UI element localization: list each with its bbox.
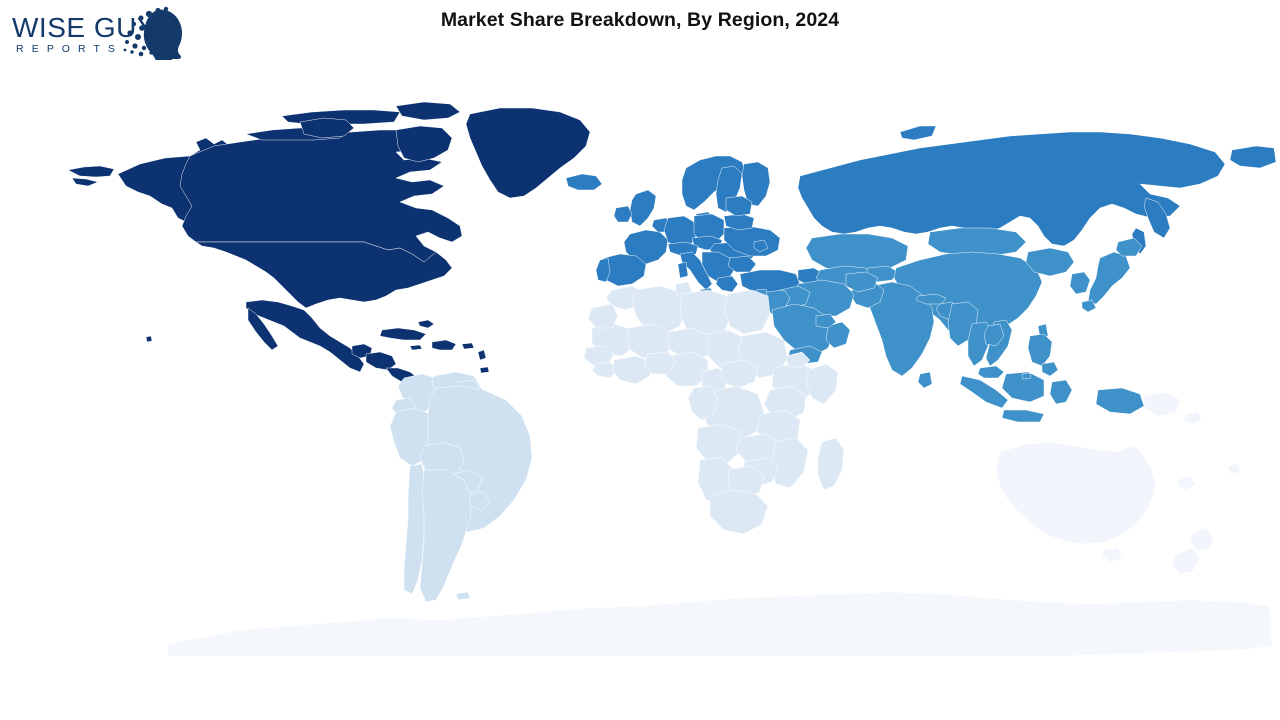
marker-dot-pacific[interactable] xyxy=(146,336,152,342)
country-sri-lanka[interactable] xyxy=(918,372,932,388)
country-kenya-uganda[interactable] xyxy=(764,386,806,420)
country-canada-ellesmere[interactable] xyxy=(396,102,460,120)
country-philippines[interactable] xyxy=(1028,334,1052,366)
country-philippines-mindanao[interactable] xyxy=(1042,362,1058,376)
country-puerto-rico[interactable] xyxy=(462,343,474,349)
country-egypt[interactable] xyxy=(724,290,770,334)
country-solomon-islands[interactable] xyxy=(1184,412,1202,424)
region-africa[interactable] xyxy=(584,282,844,534)
country-sierra-leone-liberia[interactable] xyxy=(592,362,618,378)
country-russia-novaya-zemlya[interactable] xyxy=(900,126,936,140)
country-mexico[interactable] xyxy=(246,300,364,372)
logo-tagline-text: R E P O R T S xyxy=(16,43,118,55)
country-brunei[interactable] xyxy=(1022,373,1031,379)
country-uae-qatar-kuwait[interactable] xyxy=(816,314,836,328)
country-malaysia[interactable] xyxy=(978,366,1004,378)
country-russia[interactable] xyxy=(798,132,1225,246)
country-uruguay[interactable] xyxy=(470,492,490,510)
country-japan-kyushu[interactable] xyxy=(1082,300,1096,312)
country-western-sahara[interactable] xyxy=(588,304,618,328)
logo-wordmark: WISE GUY R E P O R T S xyxy=(12,12,156,55)
country-new-zealand-south[interactable] xyxy=(1172,548,1200,574)
country-cuba[interactable] xyxy=(380,328,426,340)
country-united-kingdom[interactable] xyxy=(630,190,656,226)
country-india[interactable] xyxy=(868,282,934,376)
country-japan-hokkaido[interactable] xyxy=(1116,238,1142,256)
country-iceland[interactable] xyxy=(566,174,602,190)
country-honduras-nicaragua[interactable] xyxy=(366,352,396,370)
country-lesser-antilles[interactable] xyxy=(478,350,486,360)
country-trinidad[interactable] xyxy=(480,367,489,373)
country-papua-new-guinea[interactable] xyxy=(1144,392,1180,416)
country-sardinia-corsica[interactable] xyxy=(678,262,688,278)
country-indonesia-sulawesi[interactable] xyxy=(1050,380,1072,404)
region-oceania[interactable] xyxy=(996,392,1240,574)
country-botswana[interactable] xyxy=(728,466,764,498)
country-gabon-congo[interactable] xyxy=(688,386,718,420)
country-antarctica[interactable] xyxy=(168,592,1272,656)
country-moldova[interactable] xyxy=(754,240,768,252)
country-russia-kamchatka[interactable] xyxy=(1144,198,1170,238)
country-argentina[interactable] xyxy=(420,470,472,602)
country-finland[interactable] xyxy=(742,162,770,206)
country-algeria[interactable] xyxy=(632,286,686,334)
country-angola[interactable] xyxy=(696,424,740,464)
country-hispaniola[interactable] xyxy=(432,340,456,350)
country-madagascar[interactable] xyxy=(818,438,844,490)
country-aleutian-islands-west[interactable] xyxy=(72,178,98,186)
country-poland[interactable] xyxy=(694,214,724,242)
country-baltic-states[interactable] xyxy=(726,196,752,216)
country-indonesia-sumatra[interactable] xyxy=(960,376,1008,408)
country-united-states[interactable] xyxy=(196,242,452,308)
country-oman[interactable] xyxy=(826,322,850,348)
region-asia-pacific[interactable] xyxy=(756,228,1144,422)
wise-guy-reports-logo: WISE GUY R E P O R T S xyxy=(8,4,198,60)
country-mongolia[interactable] xyxy=(928,228,1026,256)
country-korea[interactable] xyxy=(1070,272,1090,294)
country-mozambique[interactable] xyxy=(770,438,808,488)
country-mexico-baja[interactable] xyxy=(248,308,278,350)
country-aleutian-islands[interactable] xyxy=(68,166,114,177)
country-new-caledonia[interactable] xyxy=(1178,476,1196,490)
country-jamaica[interactable] xyxy=(410,345,422,350)
region-south-america[interactable] xyxy=(390,372,532,602)
country-tasmania[interactable] xyxy=(1102,548,1122,562)
country-greenland[interactable] xyxy=(466,108,590,198)
country-australia[interactable] xyxy=(996,442,1156,544)
country-niger[interactable] xyxy=(668,328,712,360)
country-central-african-republic[interactable] xyxy=(722,360,758,388)
country-ireland[interactable] xyxy=(614,206,632,222)
region-europe[interactable] xyxy=(566,126,1276,296)
country-indonesia-java[interactable] xyxy=(1002,410,1044,422)
region-north-america[interactable] xyxy=(68,102,590,402)
country-new-zealand-north[interactable] xyxy=(1190,528,1214,550)
country-somalia[interactable] xyxy=(806,364,838,404)
country-kazakhstan[interactable] xyxy=(806,234,908,272)
country-burkina-benin-togo[interactable] xyxy=(644,352,676,374)
country-indonesia-borneo[interactable] xyxy=(1002,372,1044,402)
country-russia-chukotka[interactable] xyxy=(1230,146,1276,168)
country-south-africa[interactable] xyxy=(710,490,768,534)
country-cambodia-laos[interactable] xyxy=(984,324,1004,346)
page-title: Market Share Breakdown, By Region, 2024 xyxy=(440,9,840,31)
country-france[interactable] xyxy=(624,230,668,264)
region-antarctica[interactable] xyxy=(168,592,1272,656)
country-japan[interactable] xyxy=(1088,252,1130,304)
country-eritrea-djibouti[interactable] xyxy=(786,352,810,368)
country-ivory-coast-ghana[interactable] xyxy=(612,356,652,384)
head-network-icon xyxy=(123,6,183,60)
country-indonesia-papua[interactable] xyxy=(1096,388,1144,414)
country-bahamas[interactable] xyxy=(418,320,434,328)
map-container xyxy=(0,46,1280,720)
country-canada-victoria-island[interactable] xyxy=(300,118,354,138)
country-canada-baffin-island[interactable] xyxy=(396,126,452,162)
country-fiji[interactable] xyxy=(1228,464,1240,474)
country-portugal[interactable] xyxy=(596,258,610,282)
country-falklands[interactable] xyxy=(456,592,470,600)
logo-wordmark-text: WISE GUY xyxy=(12,12,156,43)
world-choropleth-map[interactable] xyxy=(0,46,1280,720)
country-greece[interactable] xyxy=(716,276,738,292)
country-china-northeast[interactable] xyxy=(1026,248,1074,276)
